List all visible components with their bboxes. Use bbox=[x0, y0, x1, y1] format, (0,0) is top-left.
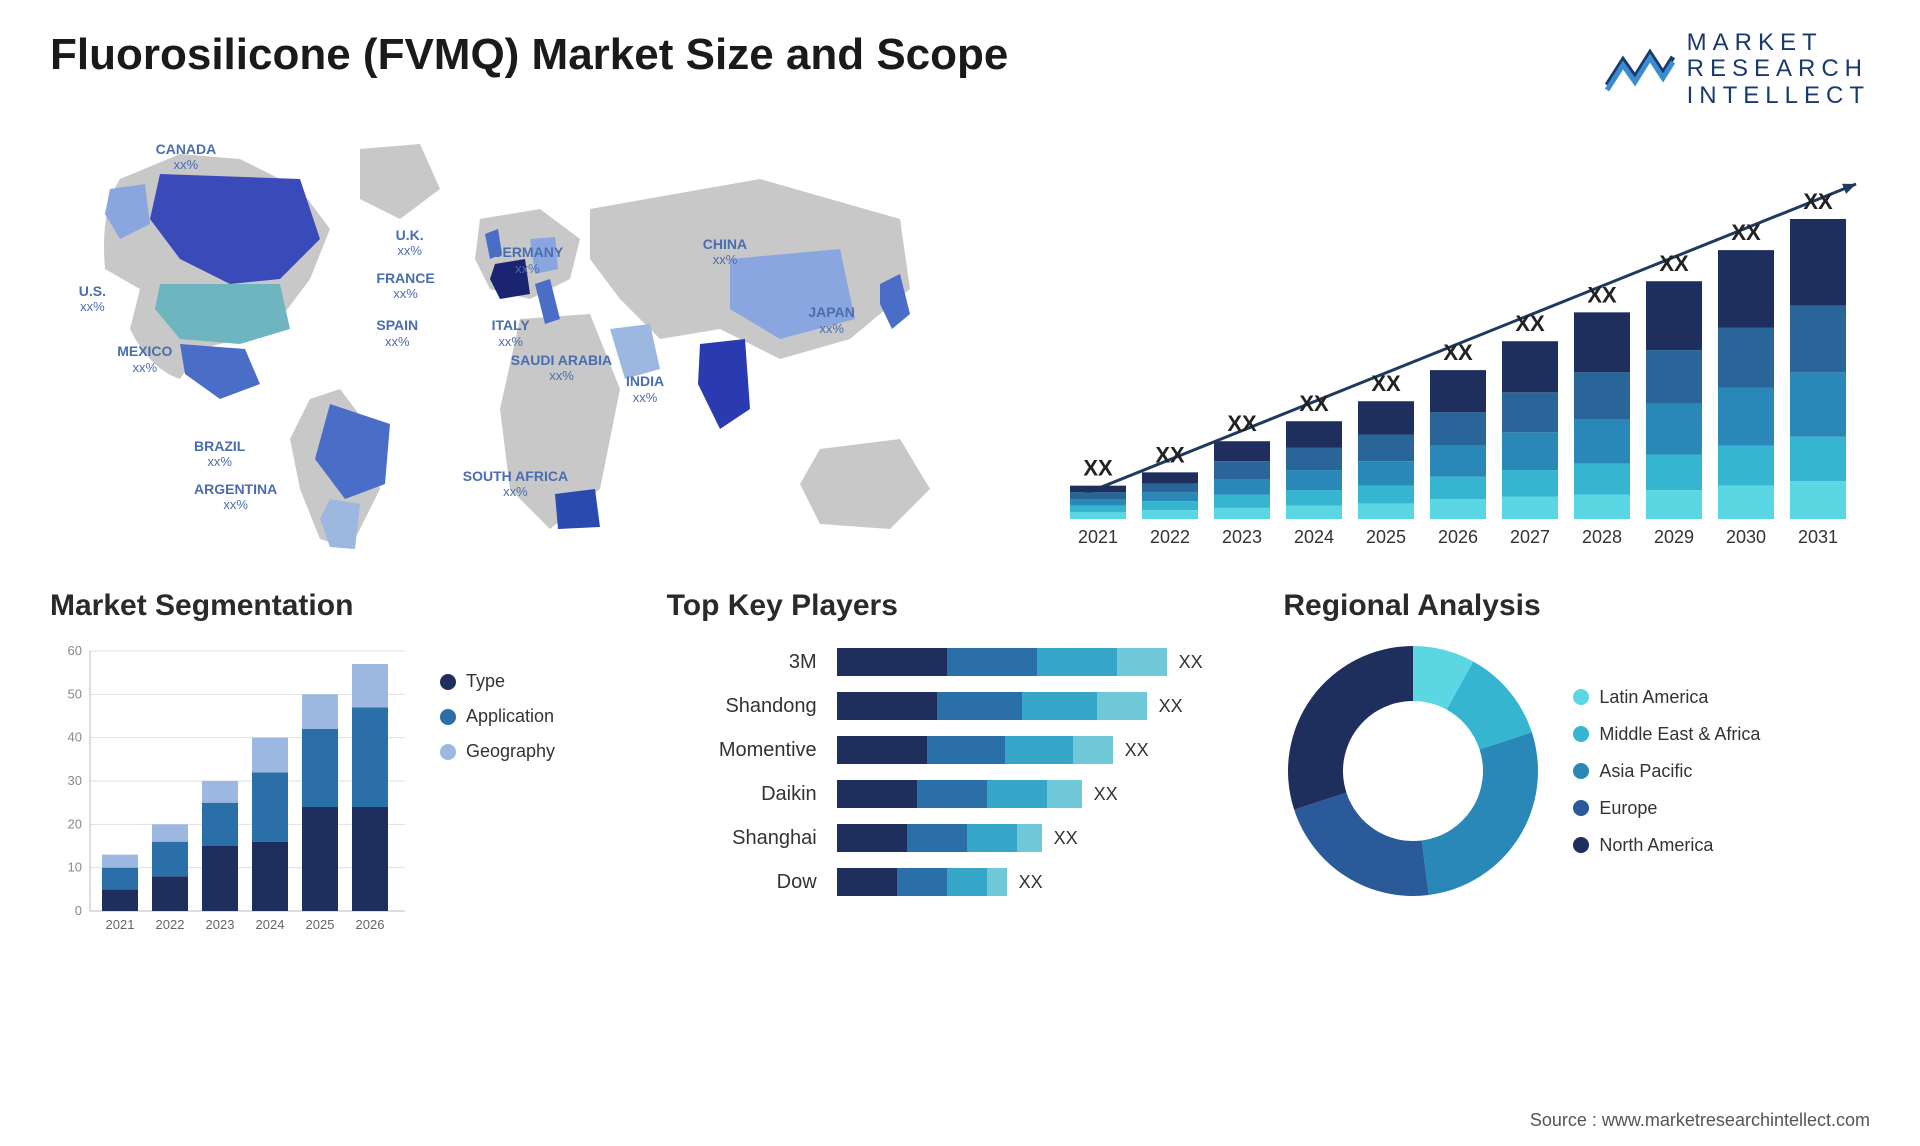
svg-text:XX: XX bbox=[1443, 340, 1473, 365]
map-label-saudiarabia: SAUDI ARABIAxx% bbox=[511, 353, 612, 384]
svg-text:2022: 2022 bbox=[1150, 527, 1190, 547]
svg-text:XX: XX bbox=[1731, 220, 1761, 245]
growth-chart: XX 2021 XX 2022 XX 2023 XX 2024 XX 2025 XX 2026 XX 20… bbox=[1050, 129, 1870, 559]
segmentation-title: Market Segmentation bbox=[50, 589, 637, 623]
svg-text:2026: 2026 bbox=[1438, 527, 1478, 547]
map-label-mexico: MEXICOxx% bbox=[117, 344, 172, 375]
svg-text:2023: 2023 bbox=[1222, 527, 1262, 547]
svg-text:XX: XX bbox=[1587, 283, 1617, 308]
map-label-china: CHINAxx% bbox=[703, 237, 747, 268]
donut-chart-icon bbox=[1283, 641, 1543, 901]
regional-legend-item: Asia Pacific bbox=[1573, 761, 1760, 782]
svg-text:60: 60 bbox=[68, 643, 82, 658]
players-title: Top Key Players bbox=[667, 589, 1254, 623]
regional-title: Regional Analysis bbox=[1283, 589, 1870, 623]
map-label-canada: CANADAxx% bbox=[156, 142, 217, 173]
logo-swoosh-icon bbox=[1605, 45, 1675, 95]
svg-text:2025: 2025 bbox=[1366, 527, 1406, 547]
svg-text:2030: 2030 bbox=[1726, 527, 1766, 547]
svg-text:XX: XX bbox=[1083, 456, 1113, 481]
regional-legend-item: Latin America bbox=[1573, 687, 1760, 708]
map-label-japan: JAPANxx% bbox=[808, 305, 854, 336]
svg-text:2024: 2024 bbox=[1294, 527, 1334, 547]
player-value-label: XX bbox=[1179, 652, 1203, 673]
player-value-label: XX bbox=[1054, 828, 1078, 849]
svg-text:50: 50 bbox=[68, 687, 82, 702]
svg-text:2028: 2028 bbox=[1582, 527, 1622, 547]
svg-text:2031: 2031 bbox=[1798, 527, 1838, 547]
brand-logo: MARKET RESEARCH INTELLECT bbox=[1605, 30, 1870, 109]
player-name: Dow bbox=[667, 867, 817, 897]
svg-text:2023: 2023 bbox=[206, 917, 235, 932]
page-title: Fluorosilicone (FVMQ) Market Size and Sc… bbox=[50, 30, 1008, 80]
regional-legend-item: North America bbox=[1573, 835, 1760, 856]
map-label-italy: ITALYxx% bbox=[492, 318, 530, 349]
player-bar-row: XX bbox=[837, 867, 1254, 897]
seg-legend-item: Type bbox=[440, 671, 555, 692]
svg-text:2027: 2027 bbox=[1510, 527, 1550, 547]
seg-legend-item: Application bbox=[440, 706, 555, 727]
svg-text:2021: 2021 bbox=[106, 917, 135, 932]
player-value-label: XX bbox=[1094, 784, 1118, 805]
player-bar-row: XX bbox=[837, 823, 1254, 853]
logo-text-3: INTELLECT bbox=[1687, 83, 1870, 109]
regional-legend-item: Middle East & Africa bbox=[1573, 724, 1760, 745]
player-value-label: XX bbox=[1159, 696, 1183, 717]
map-label-argentina: ARGENTINAxx% bbox=[194, 482, 277, 513]
regional-legend: Latin America Middle East & Africa Asia Pa… bbox=[1573, 687, 1760, 856]
player-name: Daikin bbox=[667, 779, 817, 809]
source-attribution: Source : www.marketresearchintellect.com bbox=[1530, 1110, 1870, 1131]
svg-text:XX: XX bbox=[1227, 411, 1257, 436]
seg-legend-item: Geography bbox=[440, 741, 555, 762]
map-label-brazil: BRAZILxx% bbox=[194, 439, 245, 470]
growth-bar-chart-icon: XX 2021 XX 2022 XX 2023 XX 2024 XX 2025 XX 2026 XX 20… bbox=[1050, 129, 1870, 559]
logo-text-2: RESEARCH bbox=[1687, 56, 1870, 82]
regional-donut bbox=[1283, 641, 1543, 901]
players-panel: Top Key Players 3M Shandong Momentive Daiki… bbox=[667, 589, 1254, 941]
player-bars-column: XX XX XX XX XX XX bbox=[837, 641, 1254, 897]
player-name: Shanghai bbox=[667, 823, 817, 853]
svg-text:XX: XX bbox=[1371, 371, 1401, 396]
svg-text:2026: 2026 bbox=[356, 917, 385, 932]
svg-text:20: 20 bbox=[68, 817, 82, 832]
player-name: Momentive bbox=[667, 735, 817, 765]
svg-text:XX: XX bbox=[1659, 251, 1689, 276]
player-bar-row: XX bbox=[837, 779, 1254, 809]
svg-text:30: 30 bbox=[68, 773, 82, 788]
segmentation-legend: Type Application Geography bbox=[440, 641, 555, 762]
map-label-southafrica: SOUTH AFRICAxx% bbox=[463, 469, 568, 500]
svg-text:XX: XX bbox=[1515, 311, 1545, 336]
svg-text:40: 40 bbox=[68, 730, 82, 745]
svg-text:2024: 2024 bbox=[256, 917, 285, 932]
map-label-india: INDIAxx% bbox=[626, 374, 664, 405]
svg-text:2021: 2021 bbox=[1078, 527, 1118, 547]
svg-text:0: 0 bbox=[75, 903, 82, 918]
player-value-label: XX bbox=[1019, 872, 1043, 893]
svg-text:XX: XX bbox=[1803, 189, 1833, 214]
svg-text:2022: 2022 bbox=[156, 917, 185, 932]
player-bar-row: XX bbox=[837, 735, 1254, 765]
player-name: 3M bbox=[667, 647, 817, 677]
world-map-section: CANADAxx% U.S.xx% MEXICOxx% BRAZILxx% ARGENT… bbox=[50, 129, 1010, 559]
segmentation-panel: Market Segmentation 0 10 20 30 40 50 60 2021 202… bbox=[50, 589, 637, 941]
map-label-spain: SPAINxx% bbox=[376, 318, 418, 349]
segmentation-bar-chart-icon: 0 10 20 30 40 50 60 2021 2022 2023 2024 2025 2026 bbox=[50, 641, 410, 941]
player-names-column: 3M Shandong Momentive Daikin Shanghai Dow bbox=[667, 641, 817, 897]
player-value-label: XX bbox=[1125, 740, 1149, 761]
svg-text:XX: XX bbox=[1299, 391, 1329, 416]
logo-text-1: MARKET bbox=[1687, 30, 1870, 56]
map-label-france: FRANCExx% bbox=[376, 271, 434, 302]
regional-panel: Regional Analysis Latin America Middle Ea… bbox=[1283, 589, 1870, 941]
svg-text:10: 10 bbox=[68, 860, 82, 875]
player-bar-row: XX bbox=[837, 647, 1254, 677]
map-label-us: U.S.xx% bbox=[79, 284, 106, 315]
svg-text:XX: XX bbox=[1155, 443, 1185, 468]
svg-text:2029: 2029 bbox=[1654, 527, 1694, 547]
svg-text:2025: 2025 bbox=[306, 917, 335, 932]
map-label-germany: GERMANYxx% bbox=[492, 245, 564, 276]
player-bar-row: XX bbox=[837, 691, 1254, 721]
regional-legend-item: Europe bbox=[1573, 798, 1760, 819]
player-name: Shandong bbox=[667, 691, 817, 721]
map-label-uk: U.K.xx% bbox=[396, 228, 424, 259]
